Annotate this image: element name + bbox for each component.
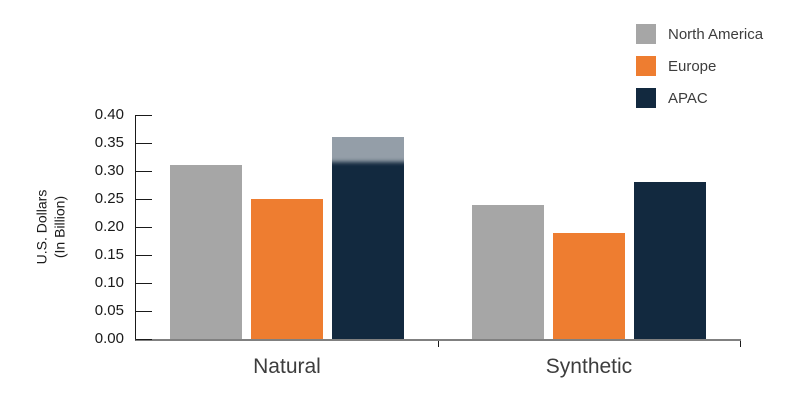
y-tick-mark	[136, 282, 152, 284]
y-tick-label: 0.30	[94, 162, 124, 179]
y-tick-mark	[136, 226, 152, 228]
y-tick-label: 0.00	[94, 330, 124, 347]
x-tick-mark	[438, 341, 439, 347]
y-axis-title-text: U.S. Dollars (In Billion)	[32, 190, 68, 265]
y-axis-title: U.S. Dollars (In Billion)	[26, 115, 74, 339]
y-tick-label: 0.40	[94, 106, 124, 123]
y-tick-label: 0.10	[94, 274, 124, 291]
x-tick-mark	[740, 341, 741, 347]
bar-natural-north-america	[170, 165, 242, 339]
bar-synthetic-europe	[553, 232, 625, 339]
plot-area: 0.00 0.05 0.10 0.15 0.20 0.25 0.30 0.35 0.40 Natu…	[95, 106, 741, 378]
legend-swatch-icon	[636, 88, 656, 108]
x-category-label-synthetic: Synthetic	[545, 355, 633, 378]
legend-item-apac: APAC	[636, 88, 763, 108]
y-tick-mark	[136, 254, 152, 256]
bar-synthetic-apac	[634, 182, 706, 339]
y-tick-mark	[136, 310, 152, 312]
x-category-label-natural: Natural	[253, 355, 321, 378]
y-tick-label: 0.05	[94, 302, 124, 319]
y-axis-title-line2: (In Billion)	[51, 195, 67, 259]
legend-swatch-icon	[636, 56, 656, 76]
y-tick-mark	[136, 142, 152, 144]
y-tick-label: 0.25	[94, 190, 124, 207]
bar-natural-europe	[251, 199, 323, 339]
y-tick-label: 0.35	[94, 134, 124, 151]
y-tick-mark	[136, 198, 152, 200]
legend-item-europe: Europe	[636, 56, 763, 76]
legend-label: Europe	[668, 57, 717, 75]
y-tick-label: 0.20	[94, 218, 124, 235]
y-tick-label: 0.15	[94, 246, 124, 263]
bar-synthetic-north-america	[472, 204, 544, 339]
y-tick-mark	[136, 338, 152, 340]
legend: North America Europe APAC	[636, 24, 763, 120]
y-tick-mark	[136, 170, 152, 172]
legend-item-north-america: North America	[636, 24, 763, 44]
y-axis-title-line1: U.S. Dollars	[33, 189, 49, 265]
legend-swatch-icon	[636, 24, 656, 44]
bar-natural-apac	[332, 137, 404, 339]
legend-label: APAC	[668, 89, 708, 107]
y-tick-mark	[136, 114, 152, 116]
legend-label: North America	[668, 25, 764, 43]
